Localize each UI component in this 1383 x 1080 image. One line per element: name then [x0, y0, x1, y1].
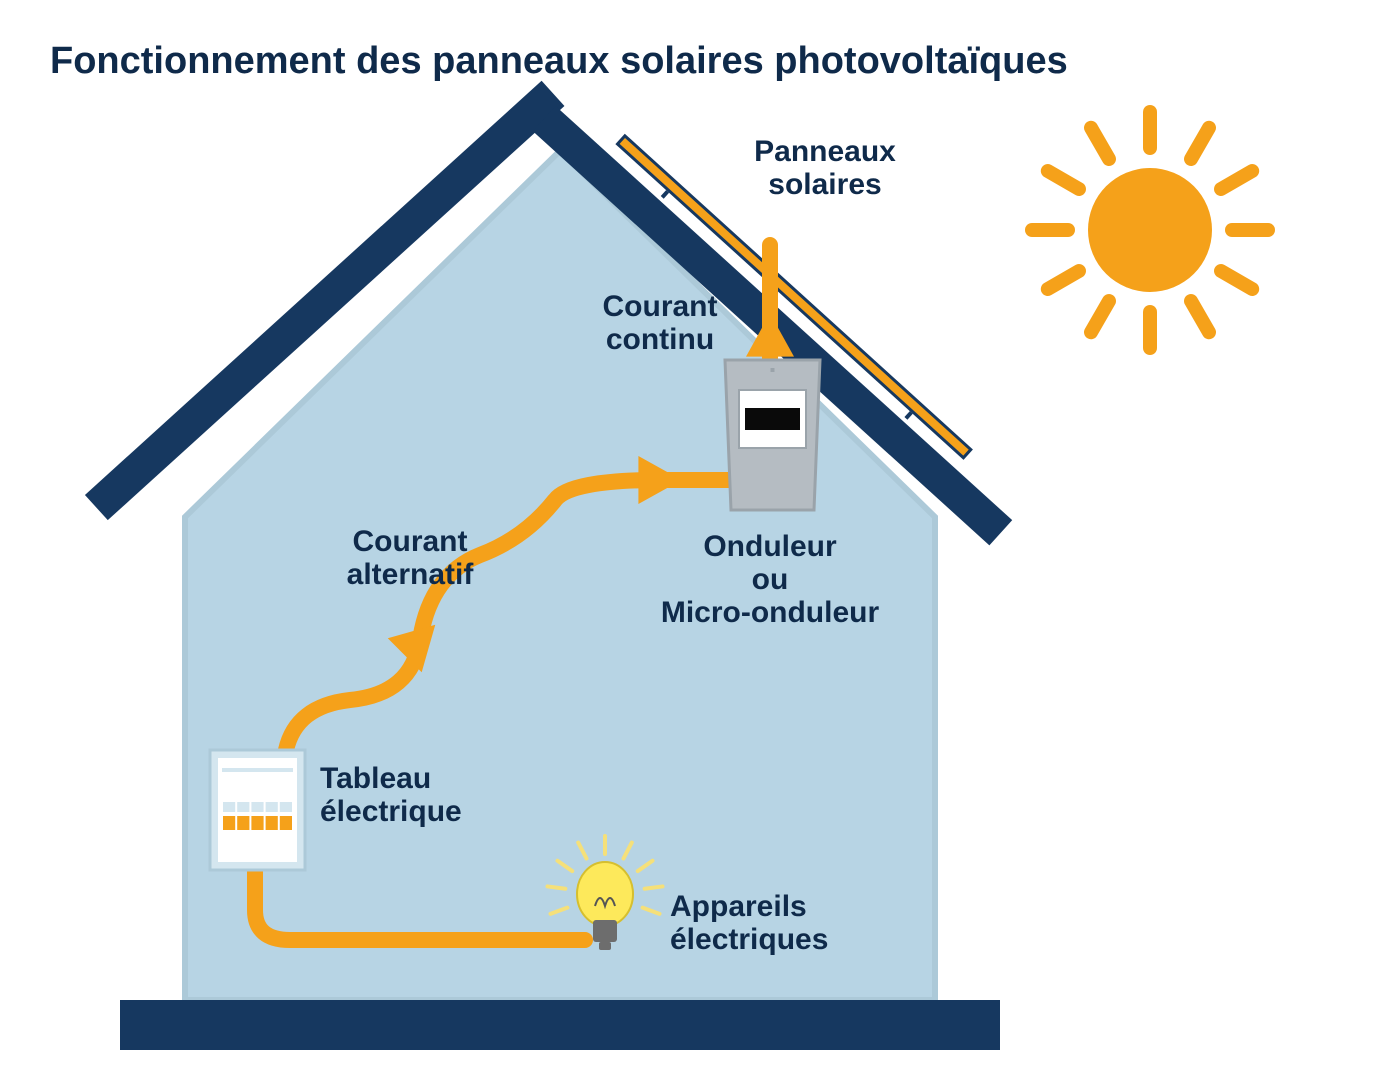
label-line: Courant [353, 525, 468, 558]
diagram-stage: Fonctionnement des panneaux solaires pho… [0, 0, 1383, 1080]
inverter-icon [725, 360, 820, 510]
label-courant-alternatif: Courant alternatif [290, 525, 530, 591]
label-line: électriques [670, 923, 828, 956]
label-line: solaires [768, 168, 881, 201]
label-appareils: Appareils électriques [670, 890, 930, 956]
label-line: continu [606, 323, 714, 356]
label-panneaux: Panneaux solaires [695, 135, 955, 201]
label-line: Tableau [320, 762, 431, 795]
label-line: Onduleur [703, 530, 836, 563]
label-line: Panneaux [754, 135, 896, 168]
label-line: Micro-onduleur [661, 596, 879, 629]
sun-icon [1032, 112, 1268, 348]
label-line: Appareils [670, 890, 807, 923]
label-courant-continu: Courant continu [560, 290, 760, 356]
label-tableau: Tableau électrique [320, 762, 560, 828]
label-onduleur: Onduleur ou Micro-onduleur [610, 530, 930, 629]
ground [120, 1000, 1000, 1050]
label-line: Courant [603, 290, 718, 323]
label-line: ou [752, 563, 789, 596]
label-line: électrique [320, 795, 462, 828]
label-line: alternatif [347, 558, 474, 591]
electrical-panel-icon [210, 750, 305, 870]
